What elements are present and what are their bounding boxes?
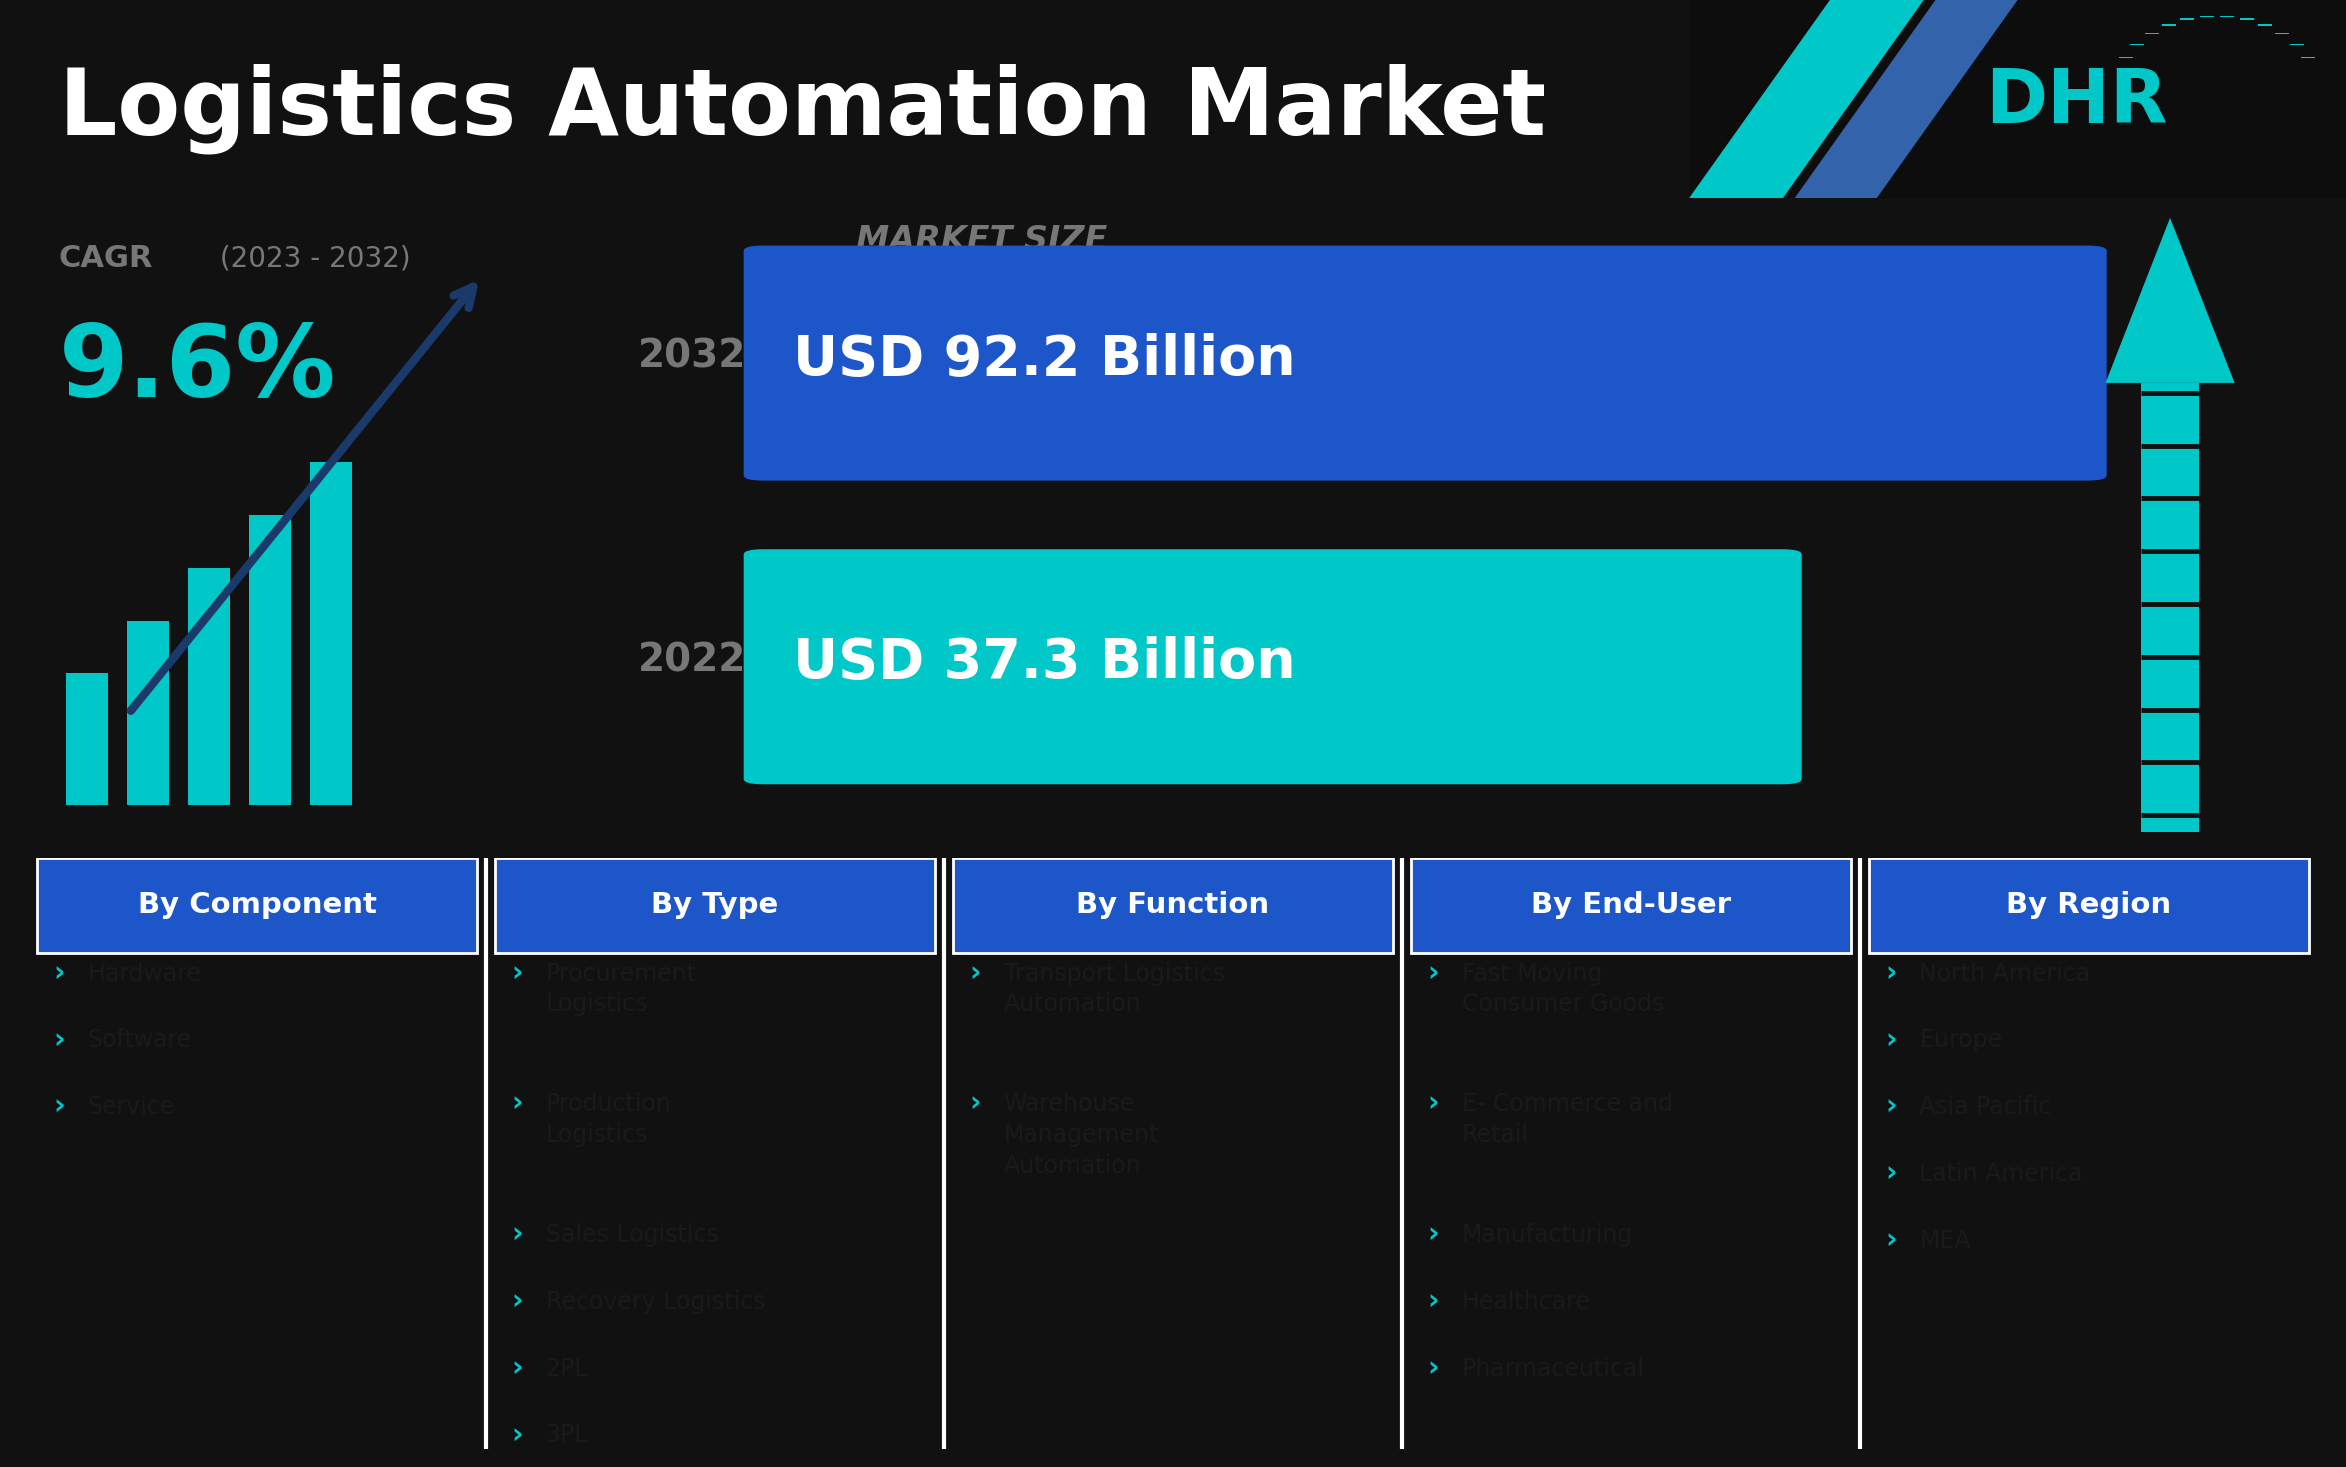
Text: ›: › (1426, 1354, 1438, 1382)
Text: Recovery Logistics: Recovery Logistics (547, 1289, 765, 1314)
Text: Healthcare: Healthcare (1462, 1289, 1591, 1314)
Text: Manufacturing: Manufacturing (1462, 1223, 1633, 1247)
Text: Service: Service (87, 1096, 176, 1119)
FancyBboxPatch shape (744, 245, 2107, 481)
Text: Hardware: Hardware (87, 962, 202, 986)
FancyBboxPatch shape (1870, 858, 2308, 952)
Text: DHR: DHR (1985, 66, 2168, 139)
Text: ›: › (54, 1093, 66, 1121)
FancyBboxPatch shape (2142, 383, 2201, 832)
Text: ›: › (1426, 959, 1438, 987)
Text: Pharmaceutical: Pharmaceutical (1462, 1357, 1645, 1380)
Text: MARKET SIZE: MARKET SIZE (856, 224, 1107, 257)
Text: Fast Moving
Consumer Goods: Fast Moving Consumer Goods (1462, 962, 1663, 1017)
FancyBboxPatch shape (66, 673, 108, 805)
Text: By Type: By Type (652, 892, 779, 920)
FancyBboxPatch shape (952, 858, 1394, 952)
Text: 2022: 2022 (638, 641, 746, 679)
Text: Sales Logistics: Sales Logistics (547, 1223, 718, 1247)
Text: Europe: Europe (1919, 1028, 2003, 1052)
Text: ›: › (511, 1420, 523, 1448)
Text: 2PL: 2PL (547, 1357, 589, 1380)
Text: ›: › (511, 959, 523, 987)
Polygon shape (1689, 0, 1924, 198)
Text: Software: Software (87, 1028, 192, 1052)
Text: Procurement
Logistics: Procurement Logistics (547, 962, 697, 1017)
FancyBboxPatch shape (495, 858, 934, 952)
Text: E- Commerce and
Retail: E- Commerce and Retail (1462, 1093, 1673, 1147)
Text: ›: › (1886, 1226, 1896, 1254)
FancyBboxPatch shape (310, 462, 352, 805)
Text: 3PL: 3PL (547, 1423, 589, 1448)
Text: Asia Pacific: Asia Pacific (1919, 1096, 2053, 1119)
Text: ›: › (54, 959, 66, 987)
Text: ›: › (511, 1090, 523, 1118)
Text: MEA: MEA (1919, 1229, 1971, 1253)
Text: 2032: 2032 (638, 337, 746, 376)
Text: Transport Logistics
Automation: Transport Logistics Automation (1004, 962, 1225, 1017)
Text: ›: › (1886, 1025, 1896, 1053)
Text: ›: › (1886, 959, 1896, 987)
FancyBboxPatch shape (1689, 0, 2346, 198)
Text: ›: › (1426, 1221, 1438, 1248)
Text: North America: North America (1919, 962, 2090, 986)
Polygon shape (2107, 217, 2233, 383)
Text: ›: › (1426, 1287, 1438, 1314)
FancyBboxPatch shape (249, 515, 291, 805)
Text: USD 92.2 Billion: USD 92.2 Billion (793, 333, 1295, 387)
Text: USD 37.3 Billion: USD 37.3 Billion (793, 637, 1295, 691)
Text: 9.6%: 9.6% (59, 321, 335, 418)
Text: (2023 - 2032): (2023 - 2032) (211, 244, 411, 273)
Text: Logistics Automation Market: Logistics Automation Market (59, 63, 1546, 154)
Text: ›: › (511, 1221, 523, 1248)
Text: By Function: By Function (1077, 892, 1269, 920)
Text: ›: › (1886, 1159, 1896, 1187)
Text: ›: › (1426, 1090, 1438, 1118)
FancyBboxPatch shape (38, 858, 476, 952)
Text: By Component: By Component (138, 892, 378, 920)
Polygon shape (1795, 0, 2018, 198)
FancyBboxPatch shape (127, 621, 169, 805)
Text: ›: › (969, 1090, 981, 1118)
Text: Latin America: Latin America (1919, 1162, 2083, 1187)
Text: By Region: By Region (2006, 892, 2172, 920)
Text: Production
Logistics: Production Logistics (547, 1093, 671, 1147)
Text: CAGR: CAGR (59, 244, 152, 273)
Text: ›: › (969, 959, 981, 987)
Text: By End-User: By End-User (1532, 892, 1731, 920)
FancyBboxPatch shape (188, 568, 230, 805)
Text: ›: › (54, 1025, 66, 1053)
FancyBboxPatch shape (744, 549, 1802, 785)
FancyBboxPatch shape (1412, 858, 1851, 952)
Text: ›: › (1886, 1093, 1896, 1121)
Text: ›: › (511, 1354, 523, 1382)
Text: Warehouse
Management
Automation: Warehouse Management Automation (1004, 1093, 1159, 1178)
Text: ›: › (511, 1287, 523, 1314)
